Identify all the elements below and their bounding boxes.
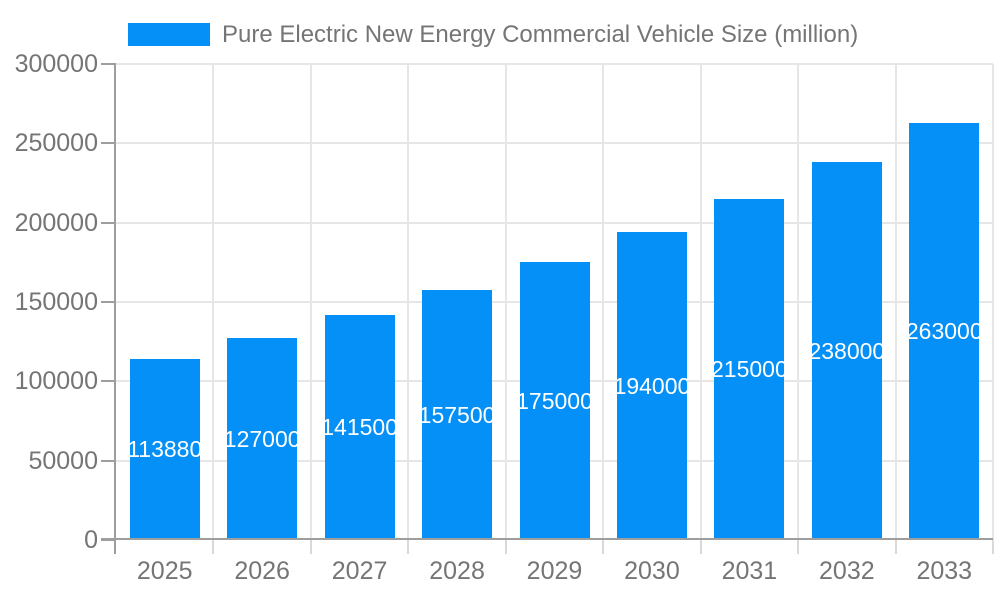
v-gridline [309, 64, 312, 540]
x-axis-tick [602, 540, 605, 554]
y-axis-tick [101, 221, 116, 224]
v-gridline [894, 64, 897, 540]
h-gridline [116, 221, 993, 224]
y-axis-label: 200000 [14, 208, 98, 237]
bar-2033: 263000 [909, 122, 980, 540]
bar-value-label: 238000 [811, 337, 882, 364]
y-axis-tick [101, 539, 116, 541]
v-gridline [602, 64, 605, 540]
x-axis-line [101, 538, 993, 540]
x-axis-label-2032: 2032 [819, 557, 875, 585]
bar-2025: 113880 [129, 359, 200, 540]
x-axis-label-2029: 2029 [526, 557, 583, 585]
y-axis-tick [101, 63, 116, 65]
v-gridline [699, 64, 702, 540]
bar-value-label: 141500 [324, 414, 395, 441]
y-axis-label: 150000 [14, 288, 98, 316]
v-gridline [797, 64, 800, 540]
v-gridline [992, 64, 994, 540]
v-gridline [212, 64, 215, 540]
h-gridline [116, 142, 993, 145]
legend: Pure Electric New Energy Commercial Vehi… [128, 20, 859, 48]
bar-2028: 157500 [422, 290, 493, 540]
y-axis-label: 100000 [14, 367, 98, 396]
bar-value-label: 127000 [227, 425, 298, 452]
y-axis-line [114, 64, 116, 554]
legend-swatch [128, 23, 210, 46]
x-axis-tick [212, 540, 215, 554]
bar-2030: 194000 [616, 232, 687, 540]
bar-2026: 127000 [227, 338, 298, 540]
bar-value-label: 113880 [129, 436, 200, 463]
y-axis-tick [101, 142, 116, 145]
bar-value-label: 215000 [714, 355, 785, 382]
bar-2032: 238000 [811, 162, 882, 540]
legend-label: Pure Electric New Energy Commercial Vehi… [222, 20, 859, 48]
x-axis-label-2027: 2027 [331, 557, 388, 585]
x-axis-tick [699, 540, 702, 554]
bar-value-label: 175000 [519, 387, 590, 414]
x-axis-tick [992, 540, 994, 554]
v-gridline [504, 64, 507, 540]
y-axis-tick [101, 380, 116, 383]
y-axis-label: 250000 [14, 129, 98, 158]
bar-2031: 215000 [714, 198, 785, 540]
x-axis-tick [309, 540, 312, 554]
y-axis-label: 300000 [14, 50, 98, 78]
x-axis-tick [504, 540, 507, 554]
x-axis-label-2031: 2031 [721, 557, 778, 585]
x-axis-label-2025: 2025 [136, 557, 193, 585]
bar-value-label: 157500 [422, 401, 493, 428]
x-axis-label-2028: 2028 [429, 557, 485, 585]
h-gridline [116, 63, 993, 65]
x-axis-tick [894, 540, 897, 554]
x-axis-tick [797, 540, 800, 554]
bar-2029: 175000 [519, 262, 590, 540]
y-axis-label: 50000 [28, 446, 98, 475]
x-axis-label-2030: 2030 [624, 557, 680, 585]
x-axis-tick [407, 540, 410, 554]
x-axis-label-2033: 2033 [916, 557, 973, 585]
bar-value-label: 263000 [909, 317, 980, 344]
v-gridline [407, 64, 410, 540]
y-axis-label: 0 [84, 526, 98, 554]
x-axis-label-2026: 2026 [234, 557, 290, 585]
bar-value-label: 194000 [616, 372, 687, 399]
y-axis-tick [101, 301, 116, 303]
bar-2027: 141500 [324, 315, 395, 540]
y-axis-tick [101, 459, 116, 462]
